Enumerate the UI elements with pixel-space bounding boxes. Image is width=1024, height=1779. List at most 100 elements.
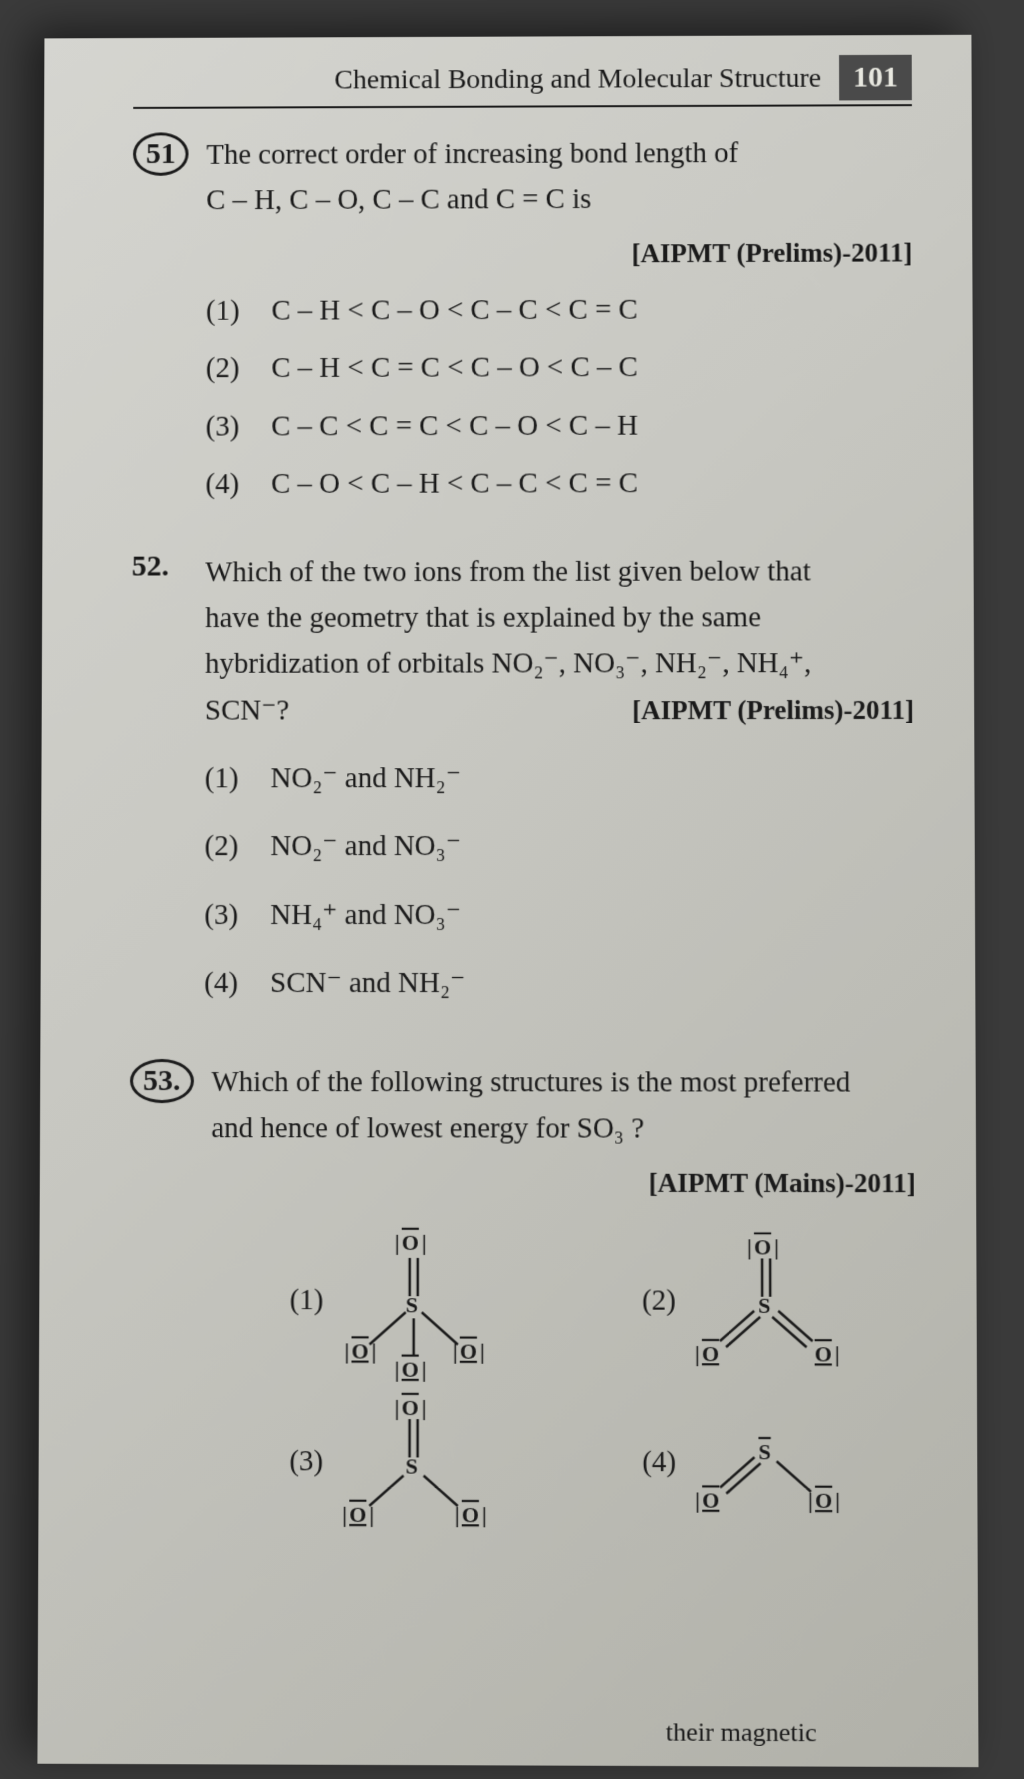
opt-num: (2) [642, 1278, 676, 1325]
q52-options: (1)NO₂⁻ and NH₂⁻ (2) NO₂⁻ and NO₃⁻ (3) NH₄… [204, 755, 915, 1007]
atom-o: O [815, 1487, 832, 1512]
q51-line2: C – H, C – O, C – C and C = C is [206, 176, 912, 224]
lone-pair: | [480, 1338, 485, 1363]
q53-row1: (1) S O | [211, 1225, 917, 1377]
q52-body: Which of the two ions from the list give… [204, 548, 915, 1029]
opt-text: C – H < C – O < C – C < C = C [271, 287, 637, 334]
lone-pair: | [835, 1487, 840, 1512]
q51-body: The correct order of increasing bond len… [205, 130, 913, 520]
q51-opt2: (2) C – H < C = C < C – O < C – C [206, 344, 913, 392]
opt-num: (1) [206, 288, 254, 334]
chapter-title: Chemical Bonding and Molecular Structure [334, 63, 821, 96]
opt-num: (3) [206, 404, 254, 450]
q51-line1: The correct order of increasing bond len… [206, 130, 912, 178]
atom-o: O [754, 1234, 771, 1259]
lone-pair: | [747, 1234, 752, 1259]
lone-pair: | [342, 1501, 347, 1526]
opt-num: (1) [290, 1277, 324, 1324]
question-52: 52. Which of the two ions from the list … [130, 548, 915, 1029]
atom-o: O [460, 1338, 477, 1363]
q52-line4: SCN⁻? [205, 687, 289, 733]
opt-num: (2) [206, 346, 254, 392]
atom-s: S [758, 1292, 770, 1317]
atom-o: O [702, 1341, 719, 1366]
lone-pair: | [453, 1338, 458, 1363]
q51-options: (1) C – H < C – O < C – C < C = C (2) C – … [205, 286, 913, 507]
opt-text: C – C < C = C < C – O < C – H [271, 403, 638, 450]
q52-opt1: (1)NO₂⁻ and NH₂⁻ [205, 755, 915, 802]
q52-source: [AIPMT (Prelims)-2011] [632, 689, 914, 732]
opt-text: NH₄⁺ and NO₃⁻ [270, 892, 461, 938]
opt-text: SCN⁻ and NH₂⁻ [270, 960, 465, 1006]
atom-o: O [702, 1487, 719, 1512]
lone-pair: | [372, 1338, 377, 1363]
atom-o: O [402, 1229, 419, 1254]
lone-pair: | [422, 1394, 427, 1419]
q51-source: [AIPMT (Prelims)-2011] [206, 231, 912, 276]
lone-pair: | [455, 1502, 460, 1527]
opt-num: (3) [289, 1438, 323, 1485]
lone-pair: | [395, 1394, 400, 1419]
lone-pair: | [422, 1229, 427, 1254]
lone-pair: | [774, 1234, 779, 1259]
q53-line1: Which of the following structures is the… [211, 1059, 915, 1106]
opt-num: (3) [204, 892, 252, 938]
page-number: 101 [839, 55, 912, 101]
q52-opt2: (2) NO₂⁻ and NO₃⁻ [204, 823, 914, 870]
lone-pair: | [695, 1341, 700, 1366]
opt-text: NO₂⁻ and NH₂⁻ [270, 755, 461, 801]
q52-line3: hybridization of orbitals NO₂⁻, NO₃⁻, NH… [205, 640, 914, 687]
q52-opt3: (3) NH₄⁺ and NO₃⁻ [204, 892, 915, 938]
atom-o: O [462, 1502, 479, 1527]
opt-text: C – O < C – H < C – C < C = C [271, 461, 638, 508]
q51-number: 51 [133, 132, 189, 176]
q53-struct1: (1) S O | [290, 1225, 484, 1376]
lone-pair: | [835, 1341, 840, 1366]
q53-line2: and hence of lowest energy for SO₃ ? [211, 1105, 915, 1152]
opt-num: (2) [204, 824, 252, 870]
q53-struct2: (2) S O | | [642, 1236, 837, 1367]
so3-structure-3: S O | | O | | O | | [343, 1396, 484, 1528]
opt-text: C – H < C = C < C – O < C – C [271, 345, 638, 392]
atom-o: O [352, 1338, 369, 1363]
lone-pair: | [482, 1502, 487, 1527]
q53-struct3: (3) S O | | [289, 1396, 484, 1528]
q53-number: 53. [130, 1059, 194, 1103]
opt-num: (4) [204, 960, 252, 1006]
question-53: 53. Which of the following structures is… [128, 1059, 917, 1550]
opt-num: (4) [642, 1439, 676, 1486]
q53-body: Which of the following structures is the… [210, 1059, 917, 1550]
q53-source: [AIPMT (Mains)-2011] [211, 1162, 916, 1206]
atom-s: S [759, 1439, 771, 1464]
q52-opt4: (4) SCN⁻ and NH₂⁻ [204, 960, 915, 1007]
q52-number: 52. [132, 549, 188, 583]
so3-structure-4: S O | O | | [696, 1412, 837, 1513]
page-header: Chemical Bonding and Molecular Structure… [133, 55, 912, 109]
lone-pair: | [344, 1338, 349, 1363]
atom-o: O [349, 1501, 366, 1526]
atom-s: S [406, 1453, 418, 1478]
q52-line1: Which of the two ions from the list give… [205, 548, 913, 595]
q51-opt4: (4) C – O < C – H < C – C < C = C [205, 460, 913, 507]
question-51: 51 The correct order of increasing bond … [132, 130, 914, 520]
q51-opt3: (3) C – C < C = C < C – O < C – H [206, 402, 914, 450]
lone-pair: | [695, 1487, 700, 1512]
so3-structure-1: S O | | O | | O | | [343, 1225, 483, 1376]
atom-o: O [402, 1356, 419, 1381]
atom-s: S [406, 1292, 418, 1317]
q52-line2: have the geometry that is explained by t… [205, 594, 914, 641]
lone-pair: | [395, 1229, 400, 1254]
footer-fragment: their magnetic [666, 1717, 817, 1748]
so3-structure-2: S O | | O | O | [696, 1236, 837, 1367]
atom-o: O [402, 1394, 419, 1419]
opt-text: NO₂⁻ and NO₃⁻ [270, 824, 461, 870]
lone-pair: | [422, 1356, 427, 1381]
opt-num: (4) [205, 461, 253, 507]
lone-pair: | [395, 1356, 400, 1381]
q53-row2: (3) S O | | [210, 1396, 917, 1529]
page: Chemical Bonding and Molecular Structure… [37, 35, 978, 1767]
lone-pair: | [369, 1501, 374, 1526]
q53-struct4: (4) S O | O | [642, 1412, 837, 1514]
q51-opt1: (1) C – H < C – O < C – C < C = C [206, 286, 913, 334]
atom-o: O [815, 1341, 832, 1366]
